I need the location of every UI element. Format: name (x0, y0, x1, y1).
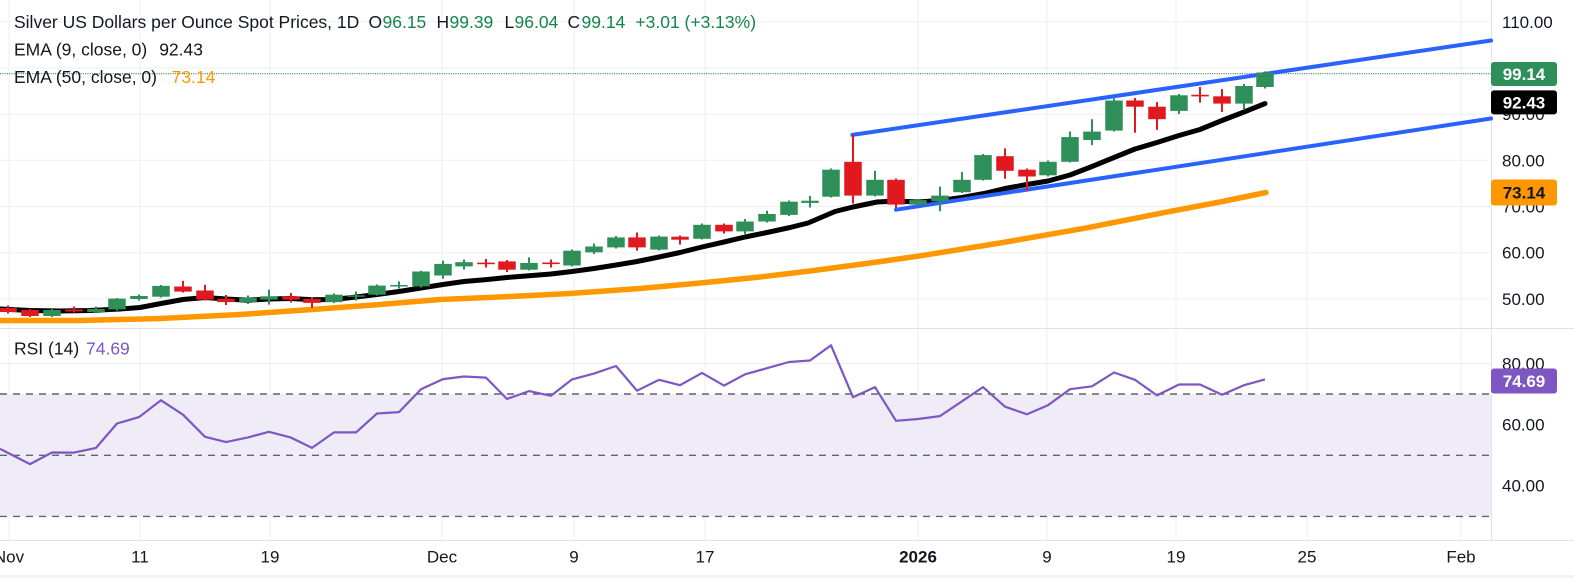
svg-text:96.15: 96.15 (383, 12, 427, 32)
svg-text:60.00: 60.00 (1502, 416, 1545, 435)
svg-text:80.00: 80.00 (1502, 151, 1545, 170)
svg-text:L: L (505, 12, 515, 32)
svg-text:RSI (14): RSI (14) (14, 339, 79, 359)
svg-text:99.14: 99.14 (582, 12, 626, 32)
svg-text:H: H (437, 12, 450, 32)
svg-text:2026: 2026 (899, 548, 937, 567)
svg-text:92.43: 92.43 (159, 40, 203, 60)
svg-text:40.00: 40.00 (1502, 477, 1545, 496)
svg-text:99.39: 99.39 (450, 12, 494, 32)
svg-text:99.14: 99.14 (1503, 65, 1546, 84)
svg-text:Nov: Nov (0, 548, 25, 567)
svg-text:+3.01 (+3.13%): +3.01 (+3.13%) (635, 12, 756, 32)
svg-text:92.43: 92.43 (1503, 93, 1546, 112)
svg-text:17: 17 (696, 548, 715, 567)
svg-text:9: 9 (569, 548, 578, 567)
svg-text:74.69: 74.69 (86, 339, 130, 359)
svg-text:50.00: 50.00 (1502, 290, 1545, 309)
svg-text:11: 11 (131, 548, 149, 567)
svg-text:74.69: 74.69 (1503, 372, 1546, 391)
svg-text:73.14: 73.14 (1503, 184, 1546, 203)
svg-text:96.04: 96.04 (515, 12, 559, 32)
svg-text:25: 25 (1298, 548, 1317, 567)
svg-text:Feb: Feb (1446, 548, 1475, 567)
svg-text:EMA (9, close, 0): EMA (9, close, 0) (14, 40, 147, 60)
svg-text:73.14: 73.14 (172, 67, 216, 87)
svg-text:19: 19 (1167, 548, 1186, 567)
svg-text:Silver US Dollars per Ounce Sp: Silver US Dollars per Ounce Spot Prices,… (14, 12, 359, 32)
svg-text:EMA (50, close, 0): EMA (50, close, 0) (14, 67, 157, 87)
svg-text:C: C (568, 12, 581, 32)
svg-text:9: 9 (1042, 548, 1051, 567)
svg-text:Dec: Dec (427, 548, 458, 567)
svg-text:19: 19 (261, 548, 280, 567)
svg-text:60.00: 60.00 (1502, 244, 1545, 263)
svg-text:110.00: 110.00 (1502, 13, 1553, 32)
svg-text:O: O (369, 12, 383, 32)
